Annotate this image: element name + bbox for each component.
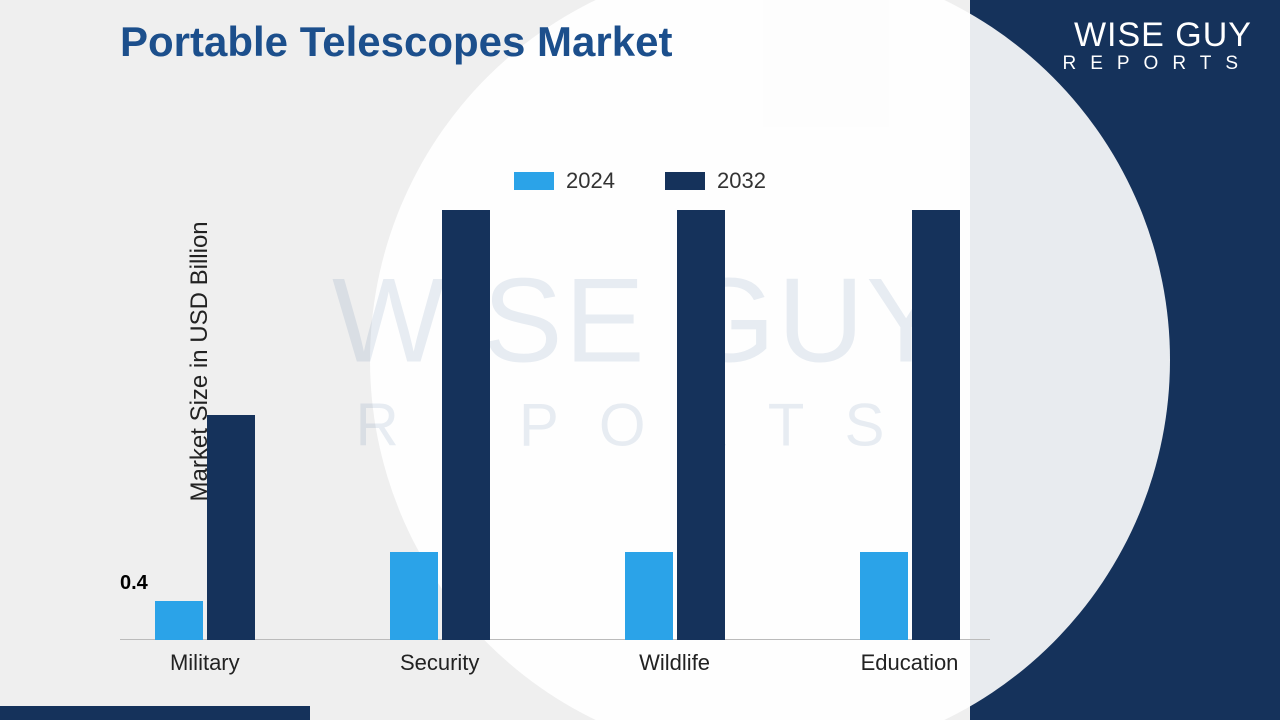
brand-line2: REPORTS [1062, 54, 1252, 73]
x-tick-label: Education [861, 650, 959, 676]
bar-group: Military [155, 415, 255, 640]
bar [860, 552, 908, 640]
chart-canvas: WISE GUY REPORTS Portable Telescopes Mar… [0, 0, 1280, 720]
legend-item-2024: 2024 [514, 168, 615, 194]
bar-group: Wildlife [625, 210, 725, 640]
bar [155, 601, 203, 640]
x-tick-label: Military [170, 650, 240, 676]
bar [442, 210, 490, 640]
plot-area: 0.4 Military Security Wildlife Education [120, 210, 990, 640]
bottom-accent-strip [0, 706, 310, 720]
bar [390, 552, 438, 640]
x-tick-label: Wildlife [639, 650, 710, 676]
bar-group: Education [860, 210, 960, 640]
bar-group: Security [390, 210, 490, 640]
value-label-0-4: 0.4 [120, 572, 148, 595]
legend-label-2024: 2024 [566, 168, 615, 194]
bar [912, 210, 960, 640]
legend-swatch-2024 [514, 172, 554, 190]
bar [677, 210, 725, 640]
brand-logo: WISE GUY REPORTS [1062, 18, 1252, 73]
legend-item-2032: 2032 [665, 168, 766, 194]
bar [207, 415, 255, 640]
bar [625, 552, 673, 640]
brand-line1: WISE GUY [1062, 18, 1252, 52]
legend-swatch-2032 [665, 172, 705, 190]
chart-title: Portable Telescopes Market [120, 18, 672, 66]
legend-label-2032: 2032 [717, 168, 766, 194]
legend: 2024 2032 [0, 168, 1280, 194]
x-tick-label: Security [400, 650, 479, 676]
